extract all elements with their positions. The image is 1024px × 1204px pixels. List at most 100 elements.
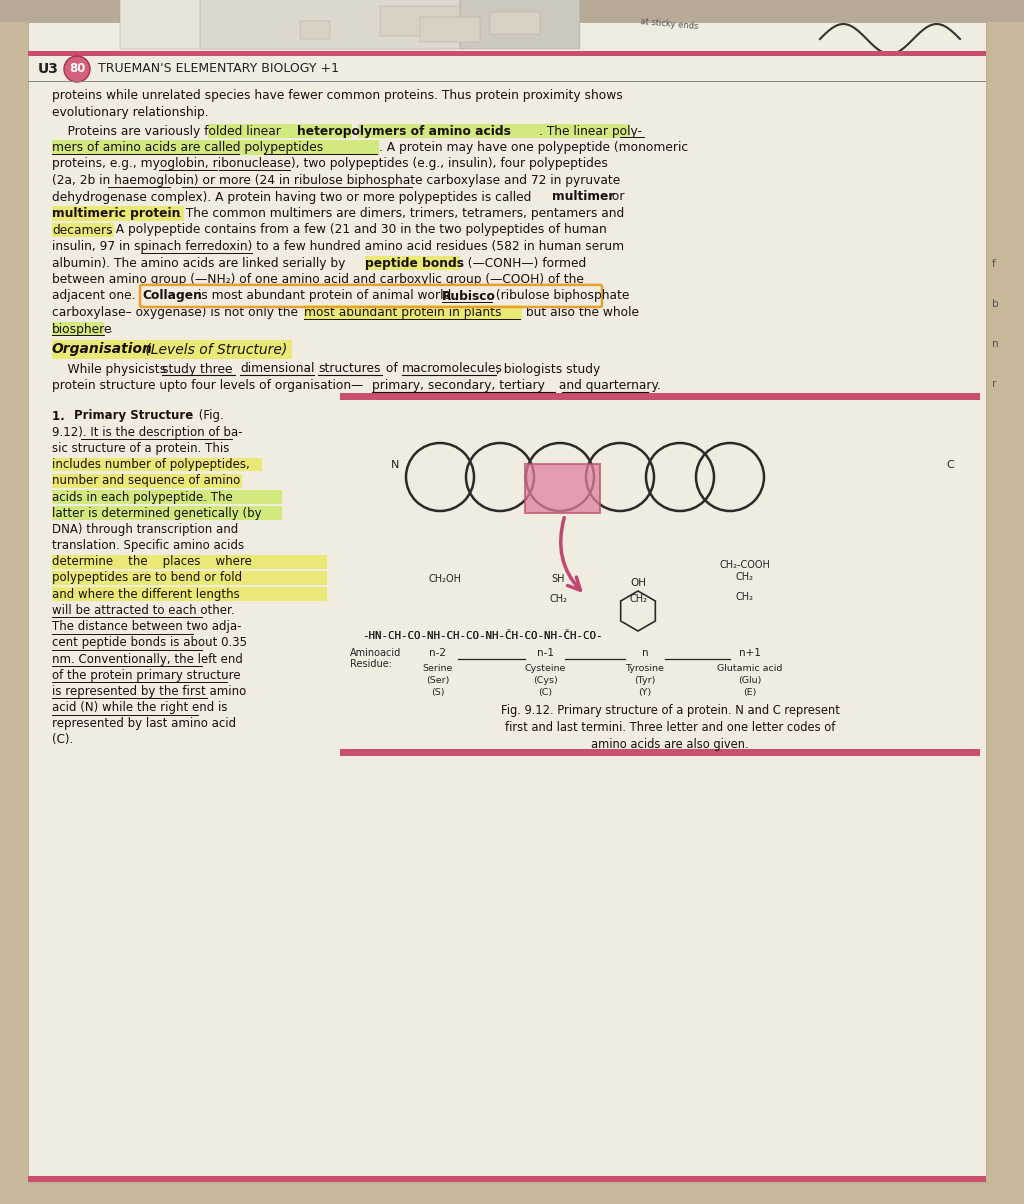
Text: CH₂: CH₂ xyxy=(629,594,647,604)
Bar xyxy=(52,141,106,154)
Text: albumin). The amino acids are linked serially by: albumin). The amino acids are linked ser… xyxy=(52,256,353,270)
Text: adjacent one.: adjacent one. xyxy=(52,289,139,302)
Text: (E): (E) xyxy=(743,687,757,697)
Text: number and sequence of amino: number and sequence of amino xyxy=(52,474,241,488)
Text: Aminoacid: Aminoacid xyxy=(350,648,401,659)
Text: acids in each polypeptide. The: acids in each polypeptide. The xyxy=(52,490,232,503)
Text: . The common multimers are dimers, trimers, tetramers, pentamers and: . The common multimers are dimers, trime… xyxy=(178,207,625,220)
Text: dimensional: dimensional xyxy=(240,362,314,376)
Text: OH: OH xyxy=(630,578,646,588)
Bar xyxy=(460,0,580,49)
Bar xyxy=(120,0,440,49)
Text: heteropolymers of amino acids: heteropolymers of amino acids xyxy=(297,124,511,137)
Text: proteins while unrelated species have fewer common proteins. Thus protein proxim: proteins while unrelated species have fe… xyxy=(52,89,623,102)
Text: Tyrosine: Tyrosine xyxy=(626,663,665,673)
Text: N: N xyxy=(391,460,399,470)
Text: .: . xyxy=(109,323,113,336)
Text: (ribulose biphosphate: (ribulose biphosphate xyxy=(492,289,630,302)
Bar xyxy=(28,1176,986,1182)
Text: 9.12). It is the description of ba-: 9.12). It is the description of ba- xyxy=(52,426,243,438)
Bar xyxy=(106,141,132,154)
Text: -HN-CH-CO-NH-CH-CO-NH-ČH-CO-NH-ČH-CO-: -HN-CH-CO-NH-CH-CO-NH-ČH-CO-NH-ČH-CO- xyxy=(362,631,602,641)
Text: , biologists study: , biologists study xyxy=(496,362,600,376)
Bar xyxy=(52,555,327,568)
Bar xyxy=(52,588,327,601)
Text: n: n xyxy=(642,648,648,659)
Circle shape xyxy=(63,57,90,82)
Text: of: of xyxy=(382,362,401,376)
Text: carboxylase– oxygenase) is not only the: carboxylase– oxygenase) is not only the xyxy=(52,306,302,319)
Text: . The linear poly-: . The linear poly- xyxy=(539,124,642,137)
Text: dehydrogenase complex). A protein having two or more polypeptides is called: dehydrogenase complex). A protein having… xyxy=(52,190,536,203)
Bar xyxy=(132,141,197,154)
Text: 80: 80 xyxy=(69,63,85,76)
Text: evolutionary relationship.: evolutionary relationship. xyxy=(52,106,209,119)
Text: cent peptide bonds is about 0.35: cent peptide bonds is about 0.35 xyxy=(52,636,247,649)
Text: most abundant protein in plants: most abundant protein in plants xyxy=(304,306,502,319)
Text: (Ser): (Ser) xyxy=(426,675,450,685)
Text: between amino group (—NH₂) of one amino acid and carboxylic group (—COOH) of the: between amino group (—NH₂) of one amino … xyxy=(52,273,584,287)
Text: (Y): (Y) xyxy=(638,687,651,697)
Text: n: n xyxy=(992,340,998,349)
Text: (2a, 2b in haemoglobin) or more (24 in ribulose biphosphate carboxylase and 72 i: (2a, 2b in haemoglobin) or more (24 in r… xyxy=(52,175,621,187)
Bar xyxy=(52,207,184,220)
Bar xyxy=(52,571,327,585)
Text: (C).: (C). xyxy=(52,733,74,746)
Text: (Tyr): (Tyr) xyxy=(634,675,655,685)
Text: multimeric protein: multimeric protein xyxy=(52,207,180,220)
Text: translation. Specific amino acids: translation. Specific amino acids xyxy=(52,539,244,553)
Text: nm. Conventionally, the left end: nm. Conventionally, the left end xyxy=(52,653,243,666)
Bar xyxy=(420,17,480,42)
Text: r: r xyxy=(992,379,996,389)
Text: latter is determined genetically (by: latter is determined genetically (by xyxy=(52,507,261,520)
Bar xyxy=(490,12,540,34)
Text: peptide bonds: peptide bonds xyxy=(365,256,464,270)
Text: The distance between two adja-: The distance between two adja- xyxy=(52,620,242,633)
Text: Residue:: Residue: xyxy=(350,659,392,669)
Bar xyxy=(28,51,986,57)
Text: (—CONH—) formed: (—CONH—) formed xyxy=(460,256,587,270)
Bar xyxy=(52,458,262,472)
Text: CH₂: CH₂ xyxy=(736,572,754,582)
Text: and quarternary.: and quarternary. xyxy=(555,379,660,393)
Bar xyxy=(197,141,239,154)
Text: SH: SH xyxy=(551,574,565,584)
Text: will be attracted to each other.: will be attracted to each other. xyxy=(52,604,234,616)
Text: of the protein primary structure: of the protein primary structure xyxy=(52,668,241,681)
Bar xyxy=(52,490,282,504)
Text: mers of amino acids are called polypeptides: mers of amino acids are called polypepti… xyxy=(52,141,324,154)
Text: determine    the    places    where: determine the places where xyxy=(52,555,252,568)
Text: structures: structures xyxy=(318,362,381,376)
Text: C: C xyxy=(946,460,954,470)
Text: Cysteine: Cysteine xyxy=(524,663,565,673)
Text: CH₂: CH₂ xyxy=(549,594,567,604)
Text: multimer: multimer xyxy=(552,190,614,203)
Text: (Levels of Structure): (Levels of Structure) xyxy=(141,342,288,356)
Text: at sticky ends: at sticky ends xyxy=(640,17,698,31)
Text: polypeptides are to bend or fold: polypeptides are to bend or fold xyxy=(52,572,242,584)
Text: CH₂-COOH: CH₂-COOH xyxy=(720,560,770,569)
Text: or: or xyxy=(608,190,625,203)
Text: f: f xyxy=(992,259,995,268)
Text: (S): (S) xyxy=(431,687,444,697)
FancyArrowPatch shape xyxy=(561,518,581,590)
Text: Collagen: Collagen xyxy=(142,289,202,302)
Bar xyxy=(365,256,460,270)
Bar xyxy=(304,306,522,319)
Text: n+1: n+1 xyxy=(739,648,761,659)
Bar xyxy=(358,124,630,138)
Bar xyxy=(340,393,980,400)
Text: Primary Structure: Primary Structure xyxy=(74,409,194,423)
Text: Rubisco: Rubisco xyxy=(442,289,496,302)
Bar xyxy=(264,141,379,154)
Text: Glutamic acid: Glutamic acid xyxy=(718,663,782,673)
Text: primary, secondary, tertiary: primary, secondary, tertiary xyxy=(372,379,545,393)
Text: Proteins are variously folded linear: Proteins are variously folded linear xyxy=(52,124,285,137)
Bar xyxy=(380,6,460,36)
Text: includes number of polypeptides,: includes number of polypeptides, xyxy=(52,458,250,471)
Bar xyxy=(52,321,104,336)
Text: Fig. 9.12. Primary structure of a protein. N and C represent
first and last term: Fig. 9.12. Primary structure of a protei… xyxy=(501,704,840,751)
Text: decamers: decamers xyxy=(52,224,113,236)
Text: U3: U3 xyxy=(38,61,58,76)
Bar xyxy=(52,341,292,359)
